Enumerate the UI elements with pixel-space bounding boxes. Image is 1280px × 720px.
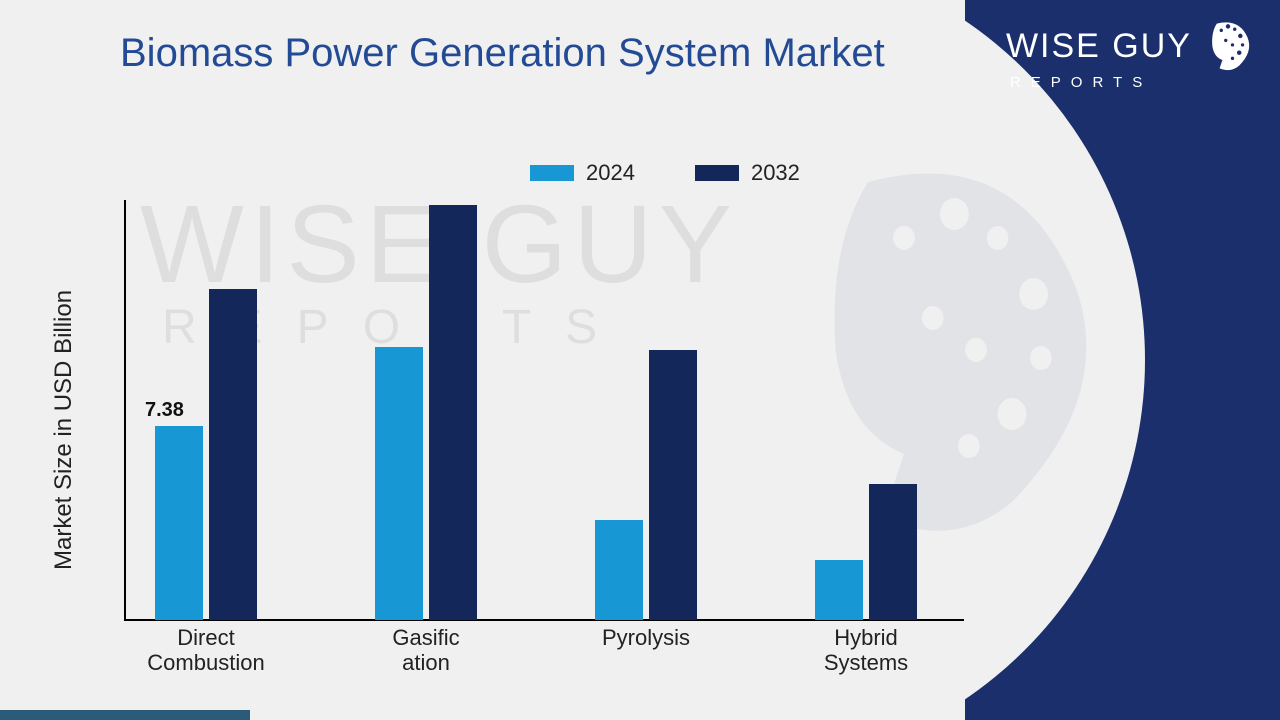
bar (869, 484, 917, 621)
bar (155, 426, 203, 620)
brand-block: WISE GUY REPORTS (1006, 18, 1256, 91)
legend: 2024 2032 (530, 160, 800, 186)
legend-item-2024: 2024 (530, 160, 635, 186)
brand-top-line: WISE GUY (1006, 18, 1256, 74)
bar (595, 520, 643, 620)
bar (649, 350, 697, 620)
brand-head-icon (1200, 18, 1256, 74)
bar-value-label: 7.38 (145, 399, 184, 422)
bar-chart: 7.38 (125, 200, 985, 620)
bar (375, 347, 423, 620)
category-label: Gasification (336, 625, 516, 676)
category-label: Pyrolysis (556, 625, 736, 650)
legend-label-2032: 2032 (751, 160, 800, 186)
bottom-accent-bar (0, 710, 250, 720)
category-label: DirectCombustion (116, 625, 296, 676)
legend-swatch-2032 (695, 165, 739, 181)
legend-swatch-2024 (530, 165, 574, 181)
page-root: WISE GUY REPORTS WISE GUY REPORTS (0, 0, 1280, 720)
brand-sub-line: REPORTS (1006, 74, 1256, 91)
bar (815, 560, 863, 620)
y-axis-label: Market Size in USD Billion (50, 290, 78, 570)
chart-title: Biomass Power Generation System Market (120, 30, 900, 76)
legend-item-2032: 2032 (695, 160, 800, 186)
category-label: HybridSystems (776, 625, 956, 676)
bar (429, 205, 477, 620)
bar (209, 289, 257, 620)
legend-label-2024: 2024 (586, 160, 635, 186)
brand-name: WISE GUY (1006, 27, 1192, 66)
y-axis-line (124, 200, 126, 620)
